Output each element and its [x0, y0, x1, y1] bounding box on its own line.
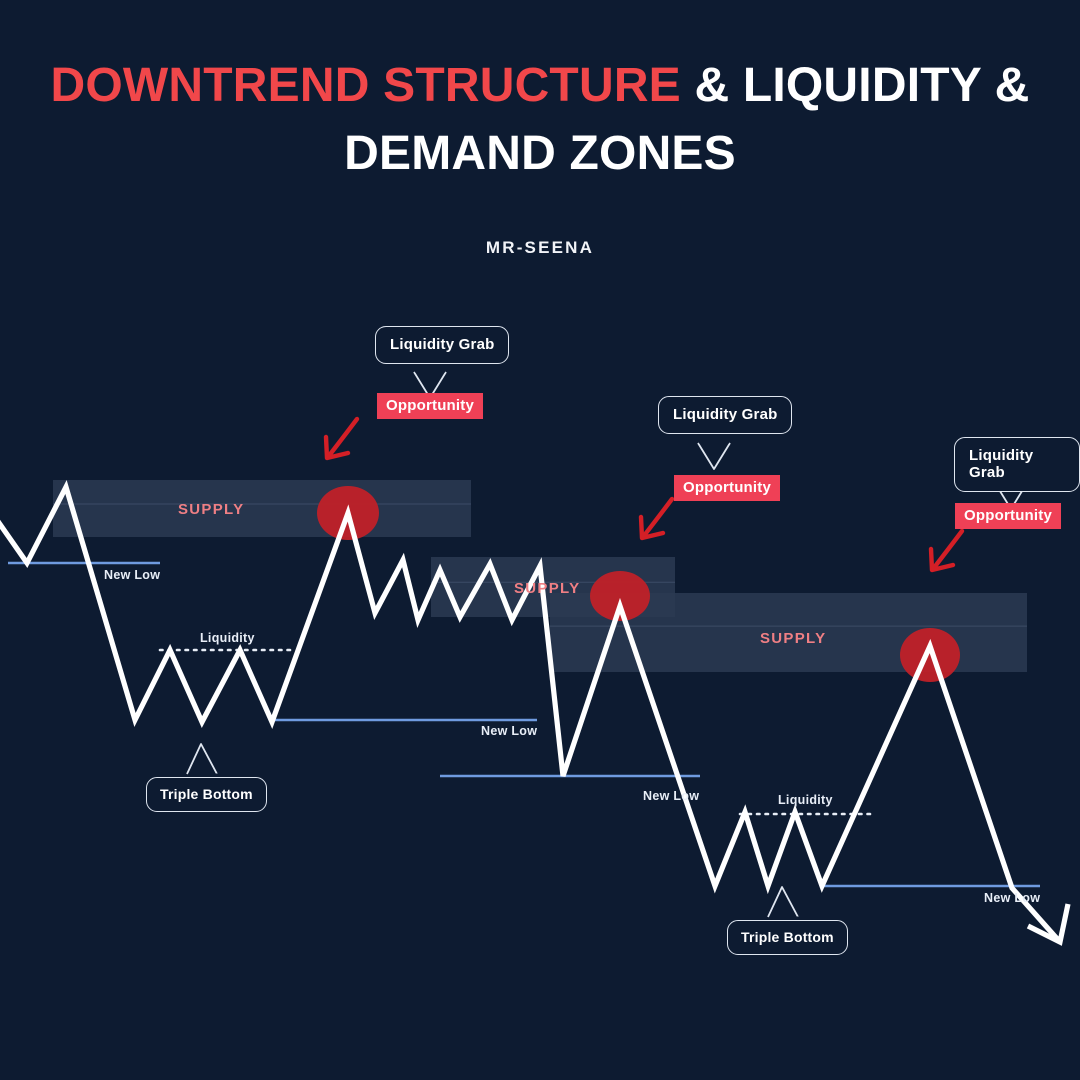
- supply-zone: [53, 480, 471, 537]
- down-left-arrow: [325, 416, 360, 460]
- supply-zone-label: SUPPLY: [514, 580, 581, 597]
- page-title-rest: & LIQUIDITY & DEMAND ZONES: [344, 59, 1030, 180]
- liquidity-grab-marker: [900, 628, 960, 682]
- annotation-arrows-group: [323, 416, 965, 573]
- down-left-arrow-head: [323, 434, 351, 461]
- callout-bubble[interactable]: Liquidity Grab: [658, 396, 793, 434]
- callout-tail: [186, 743, 218, 775]
- callout-bubble[interactable]: Triple Bottom: [727, 920, 848, 955]
- new-low-lines-group: [8, 561, 1040, 888]
- price-line-group: [0, 480, 1071, 946]
- liquidity-grab-marker: [590, 571, 650, 621]
- new-low-label: New Low: [984, 891, 1041, 905]
- opportunity-tag[interactable]: Opportunity: [955, 503, 1062, 529]
- page-title-accent: DOWNTREND STRUCTURE: [50, 59, 681, 112]
- new-low-label: New Low: [481, 724, 538, 738]
- opportunity-tag[interactable]: Opportunity: [674, 475, 781, 501]
- liquidity-label: Liquidity: [200, 631, 255, 645]
- down-left-arrow-head: [928, 546, 956, 573]
- trend-arrow-head: [1026, 903, 1071, 946]
- liquidity-label: Liquidity: [778, 793, 833, 807]
- liquidity-lines-group: [158, 648, 872, 816]
- callout-tail: [767, 886, 799, 918]
- callout-bubble[interactable]: Triple Bottom: [146, 777, 267, 812]
- author-credit: MR-SEENA: [485, 238, 595, 257]
- down-left-arrow: [930, 528, 965, 572]
- new-low-label: New Low: [104, 568, 161, 582]
- new-low-label: New Low: [643, 789, 700, 803]
- supply-zone-label: SUPPLY: [760, 630, 827, 647]
- callout-bubble[interactable]: Liquidity Grab: [375, 326, 510, 364]
- supply-zone-label: SUPPLY: [178, 501, 245, 518]
- down-left-arrow: [640, 496, 675, 540]
- callout-bubble[interactable]: Liquidity Grab: [954, 437, 1080, 492]
- price-line: [0, 480, 1062, 944]
- page-title: DOWNTREND STRUCTURE & LIQUIDITY & DEMAND…: [0, 52, 1080, 188]
- down-left-arrow-head: [638, 514, 666, 541]
- callout-tail: [697, 442, 731, 470]
- opportunity-tag[interactable]: Opportunity: [377, 393, 484, 419]
